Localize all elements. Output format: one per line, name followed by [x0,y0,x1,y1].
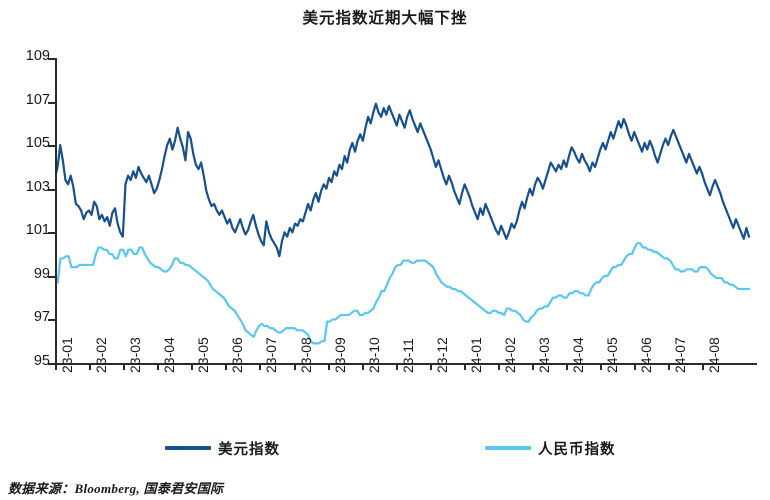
x-tick-mark [327,363,330,370]
x-tick-mark [157,363,160,370]
x-tick-label: 24-04 [570,337,587,373]
x-tick-label: 24-03 [536,337,553,373]
x-tick-label: 24-08 [706,337,723,373]
legend-label-usd-index: 美元指数 [218,441,280,458]
x-tick-label: 23-03 [127,337,144,373]
x-tick-label: 24-02 [502,337,518,373]
y-tick-label: 109 [25,48,50,64]
x-tick-label: 23-12 [433,337,450,373]
x-tick-label: 23-09 [331,337,348,373]
x-tick-mark [498,363,500,370]
y-tick-mark [48,232,55,235]
x-tick-mark [566,363,569,370]
y-tick-label: 101 [25,222,50,239]
y-tick-label: 105 [25,135,50,152]
y-axis [55,58,57,363]
x-tick-mark [429,363,432,370]
legend-item-cny-index[interactable]: 人民币指数 [485,437,616,459]
plot-area [55,58,757,363]
x-tick-mark [532,363,535,370]
y-tick-label: 99 [33,265,50,282]
legend-label-cny-index: 人民币指数 [538,441,616,458]
x-tick-mark [89,363,92,370]
x-tick-label: 24-01 [467,337,484,373]
x-tick-label: 23-01 [59,337,75,373]
x-tick-mark [668,363,671,370]
y-tick-mark [48,319,55,322]
x-tick-label: 23-07 [263,337,280,373]
x-tick-label: 24-05 [604,337,621,373]
y-tick-label: 103 [25,178,50,195]
x-tick-mark [293,363,296,370]
x-tick-label: 23-06 [229,337,246,373]
data-source-note: 数据来源：Bloomberg, 国泰君安国际 [8,481,224,496]
line-usd-index [55,102,751,258]
y-tick-label: 107 [25,91,50,108]
y-tick-label: 95 [33,353,50,369]
x-tick-mark [123,363,126,370]
x-tick-label: 23-05 [195,337,212,373]
x-tick-mark [463,363,466,370]
x-axis [55,363,757,365]
x-tick-mark [361,363,364,370]
series-lines [55,102,751,345]
legend-swatch-usd-index [165,446,211,450]
y-tick-mark [48,188,55,191]
x-tick-mark [191,363,194,370]
x-tick-mark [395,363,398,370]
legend-item-usd-index[interactable]: 美元指数 [165,437,280,459]
chart-title: 美元指数近期大幅下挫 [302,10,468,27]
x-tick-label: 24-06 [638,337,655,373]
x-tick-label: 23-10 [365,337,382,373]
y-tick-mark [48,101,55,104]
legend-swatch-cny-index [485,446,531,450]
x-tick-mark [600,363,603,370]
y-tick-mark [48,275,55,278]
x-tick-mark [55,363,57,370]
x-tick-mark [702,363,705,370]
chart-legend: 美元指数 人民币指数 [55,437,757,461]
y-tick-mark [48,363,55,365]
x-tick-label: 24-07 [672,337,689,373]
line-cny-index [55,242,751,345]
x-tick-label: 23-02 [93,337,110,373]
y-tick-label: 97 [33,309,50,326]
x-tick-label: 23-11 [399,338,416,373]
y-tick-mark [48,58,55,60]
y-tick-mark [48,145,55,148]
x-tick-label: 23-08 [297,337,314,373]
x-tick-mark [225,363,228,370]
x-tick-mark [259,363,262,370]
x-tick-label: 23-04 [161,337,178,373]
x-tick-mark [634,363,637,370]
